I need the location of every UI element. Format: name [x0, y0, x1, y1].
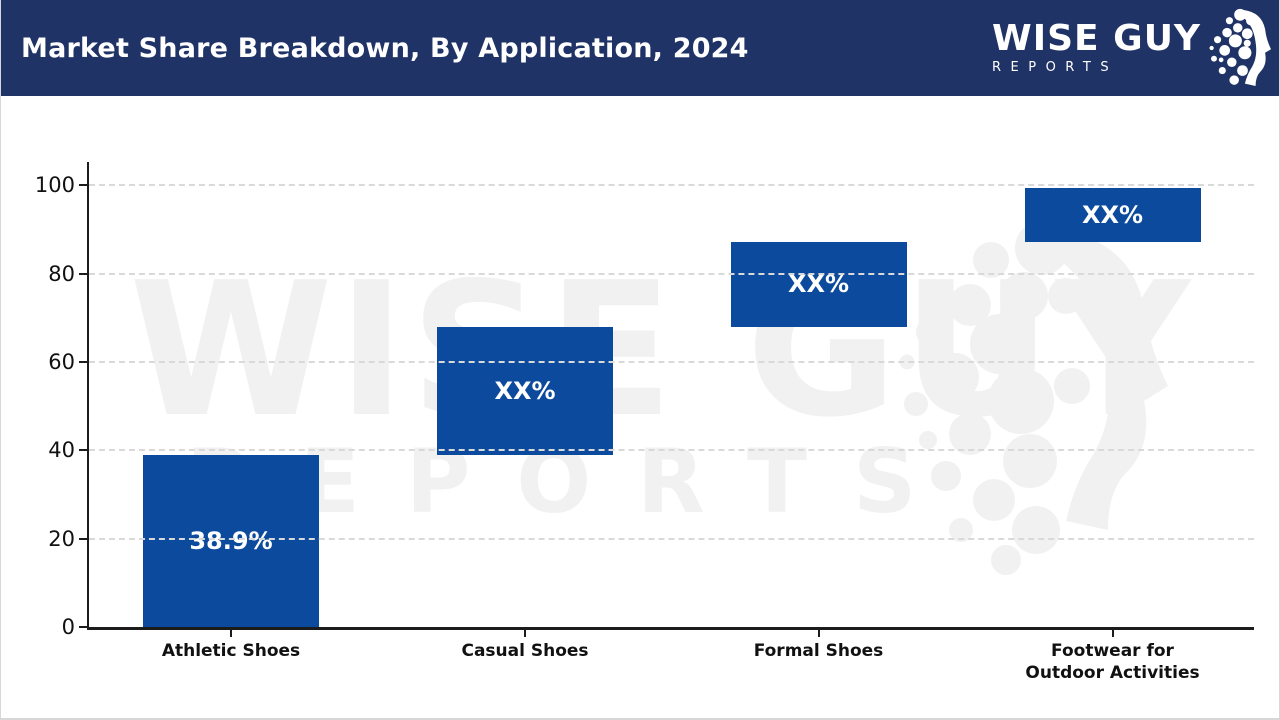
x-axis-category-label-footwear-for-outdoor-activities: Footwear for Outdoor Activities [1025, 641, 1200, 684]
brand-name: WISE GUY [991, 18, 1201, 59]
gridline-20 [89, 537, 1254, 540]
x-axis-tick [817, 630, 820, 637]
y-axis-tick [79, 272, 88, 275]
y-axis-tick [79, 537, 88, 540]
x-axis-tick [1111, 630, 1114, 637]
brand-subtitle: REPORTS [991, 60, 1119, 75]
y-axis-line [87, 162, 89, 629]
x-axis-tick [230, 630, 232, 637]
y-axis-tick-label: 0 [61, 615, 75, 639]
bar-casual-shoes: XX% [437, 326, 613, 456]
y-axis-tick-label: 40 [48, 438, 75, 463]
bar-value-label: XX% [494, 376, 556, 405]
x-axis-category-label-casual-shoes: Casual Shoes [461, 641, 589, 661]
y-axis-tick-label: 100 [34, 173, 75, 198]
bar-value-label: XX% [1081, 200, 1144, 229]
y-axis-tick [79, 360, 88, 363]
y-axis-tick [79, 184, 88, 187]
header-bar: Market Share Breakdown, By Application, … [1, 0, 1279, 96]
bar-formal-shoes: XX% [730, 241, 907, 327]
gridline-60 [89, 360, 1254, 363]
page-title: Market Share Breakdown, By Application, … [21, 32, 749, 64]
y-axis-tick [79, 626, 88, 628]
x-axis-line [87, 627, 1254, 630]
x-axis-category-label-athletic-shoes: Athletic Shoes [161, 641, 301, 661]
gridline-100 [89, 184, 1254, 187]
brand-logo: WISE GUY REPORTS [992, 5, 1271, 91]
x-axis-category-label-formal-shoes: Formal Shoes [753, 641, 884, 661]
bar-value-label: 38.9% [189, 527, 273, 556]
bar-value-label: XX% [787, 270, 850, 299]
watermark-head-icon [899, 221, 1168, 575]
bar-footwear-for-outdoor-activities: XX% [1024, 187, 1201, 242]
y-axis-tick-label: 60 [48, 349, 75, 374]
y-axis-tick-label: 80 [48, 261, 75, 286]
x-axis-tick [524, 630, 526, 637]
gridline-80 [89, 272, 1254, 275]
wise-guy-head-logo-icon [1209, 8, 1271, 86]
brand-logo-text: WISE GUY REPORTS [991, 18, 1201, 76]
y-axis-tick [79, 449, 88, 452]
bar-athletic-shoes: 38.9% [143, 455, 319, 627]
y-axis-tick-label: 20 [48, 526, 75, 551]
gridline-40 [89, 449, 1254, 452]
